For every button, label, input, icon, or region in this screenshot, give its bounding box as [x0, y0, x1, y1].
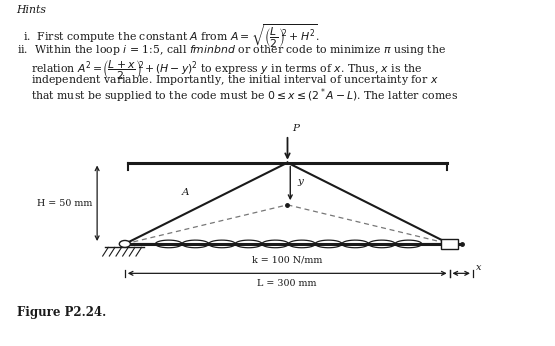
Text: x: x	[476, 263, 481, 272]
Text: Figure P2.24.: Figure P2.24.	[17, 306, 106, 319]
Text: relation $A^2 = \!\left(\dfrac{L+x}{2}\right)^{\!\!2}\! + (H - y)^2$ to express : relation $A^2 = \!\left(\dfrac{L+x}{2}\r…	[31, 58, 422, 82]
Bar	[441, 239, 458, 249]
Text: ii.  Within the loop $i$ = 1:5, call $\mathit{fminbnd}$ or other code to minimiz: ii. Within the loop $i$ = 1:5, call $\ma…	[17, 43, 446, 57]
Text: y: y	[297, 177, 304, 186]
Text: that must be supplied to the code must be $0 \leq x \leq (2^*A - L)$. The latter: that must be supplied to the code must b…	[31, 87, 457, 106]
Text: L = 300 mm: L = 300 mm	[258, 279, 317, 288]
Text: Hints: Hints	[17, 5, 47, 15]
Text: P: P	[292, 124, 299, 133]
Text: H = 50 mm: H = 50 mm	[37, 199, 93, 208]
Text: A: A	[182, 188, 190, 197]
Text: k = 100 N/mm: k = 100 N/mm	[252, 255, 322, 264]
Circle shape	[119, 240, 130, 247]
Text: i.  First compute the constant $A$ from $A = \sqrt{\left(\dfrac{L}{2}\right)^{\!: i. First compute the constant $A$ from $…	[23, 22, 320, 49]
Text: independent variable. Importantly, the initial interval of uncertainty for $x$: independent variable. Importantly, the i…	[31, 73, 438, 87]
